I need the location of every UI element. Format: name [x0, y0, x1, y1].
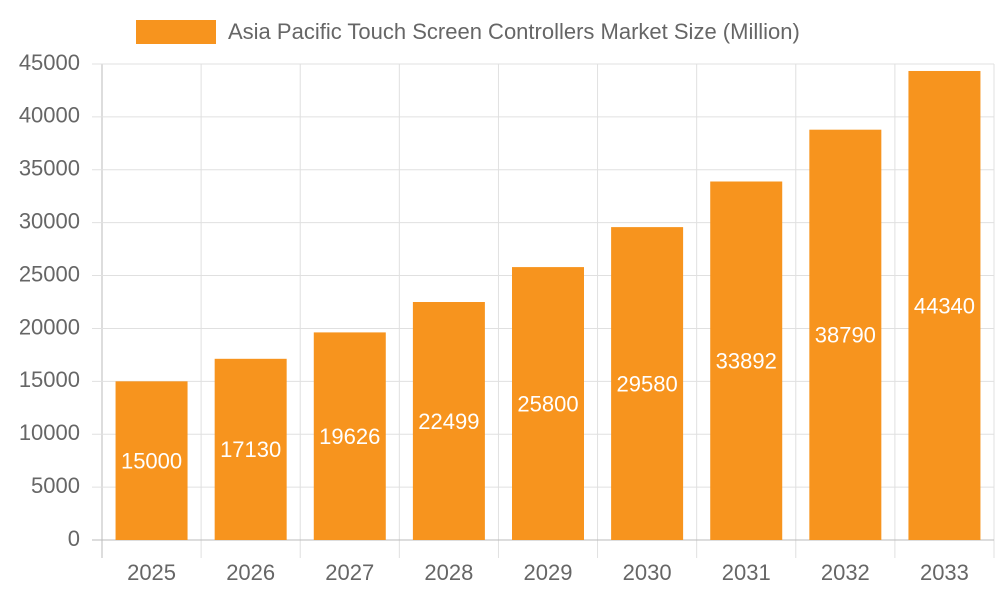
data-label: 25800: [517, 391, 578, 416]
data-label: 29580: [617, 371, 678, 396]
y-tick-label: 40000: [19, 103, 80, 128]
y-tick-label: 5000: [31, 473, 80, 498]
bar: [115, 381, 188, 540]
bar: [512, 267, 584, 540]
y-tick-label: 15000: [19, 367, 80, 392]
y-tick-label: 35000: [19, 156, 80, 181]
legend-swatch: [136, 20, 216, 44]
x-tick-label: 2028: [424, 560, 473, 585]
data-label: 22499: [418, 409, 479, 434]
bar: [412, 302, 485, 540]
y-tick-label: 10000: [19, 420, 80, 445]
bar: [313, 332, 386, 540]
y-tick-label: 30000: [19, 208, 80, 233]
legend-label: Asia Pacific Touch Screen Controllers Ma…: [228, 19, 800, 44]
bar: [908, 70, 981, 541]
data-label: 15000: [121, 448, 182, 473]
x-tick-label: 2032: [821, 560, 870, 585]
x-tick-label: 2027: [325, 560, 374, 585]
bar: [611, 227, 684, 541]
data-label: 19626: [319, 424, 380, 449]
data-label: 33892: [716, 349, 777, 374]
x-tick-label: 2029: [524, 560, 573, 585]
data-label: 44340: [914, 293, 975, 318]
x-tick-label: 2026: [226, 560, 275, 585]
x-tick-label: 2025: [127, 560, 176, 585]
x-tick-label: 2030: [623, 560, 672, 585]
data-label: 17130: [220, 437, 281, 462]
y-tick-label: 20000: [19, 314, 80, 339]
x-tick-label: 2031: [722, 560, 771, 585]
data-label: 38790: [815, 323, 876, 348]
y-tick-label: 25000: [19, 261, 80, 286]
bar: [809, 129, 882, 541]
y-tick-label: 45000: [19, 50, 80, 75]
bar: [214, 358, 287, 540]
y-tick-label: 0: [68, 526, 80, 551]
bar: [710, 181, 783, 540]
x-tick-label: 2033: [920, 560, 969, 585]
